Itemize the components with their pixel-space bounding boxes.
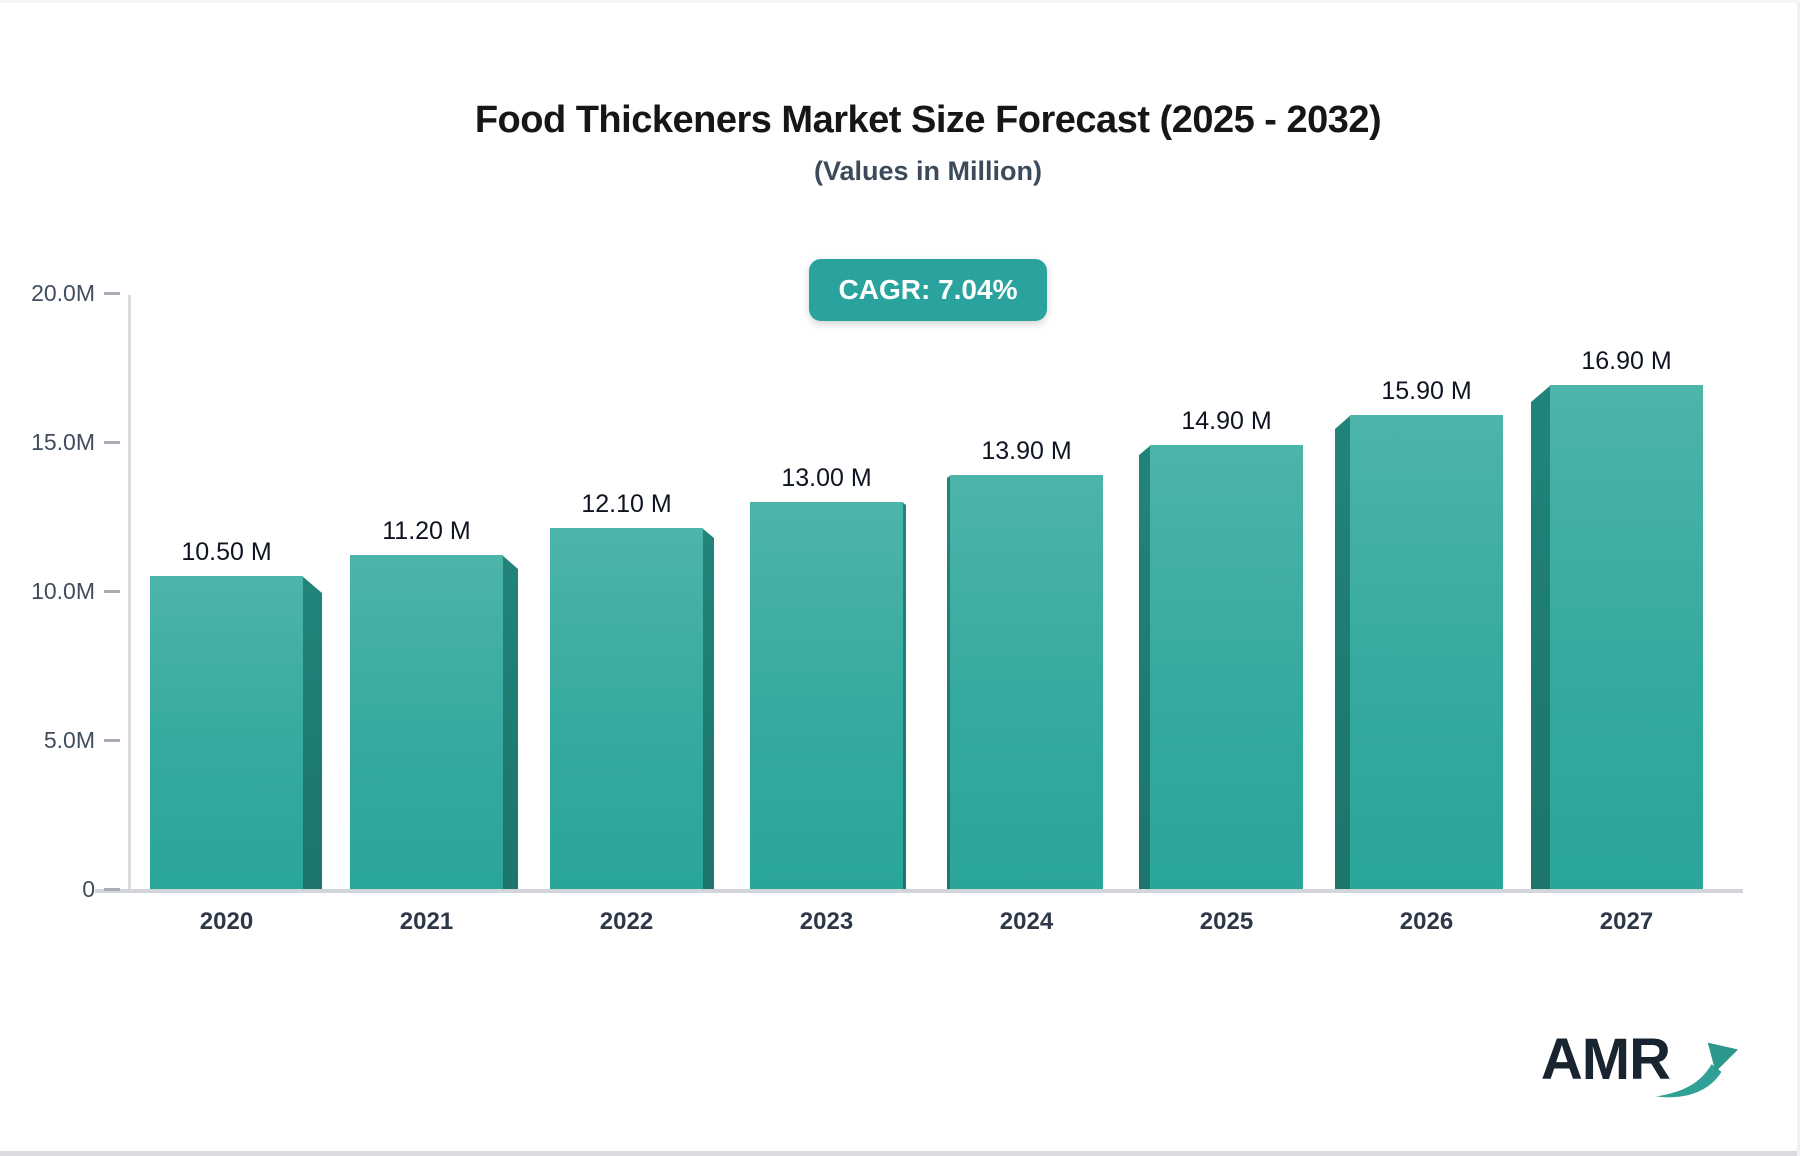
chart-header: Food Thickeners Market Size Forecast (20… [56, 99, 1800, 187]
y-axis-label: 5.0M [43, 727, 95, 753]
bar-value-label: 14.90 M [1181, 407, 1272, 435]
x-axis-label: 2022 [599, 908, 654, 935]
bar [550, 528, 703, 889]
y-axis-line [128, 295, 131, 891]
bar-3d-side [302, 576, 322, 889]
y-axis-tick [104, 888, 120, 891]
bar [750, 502, 903, 889]
bar-3d-side [1531, 385, 1551, 889]
y-axis-tick [104, 292, 120, 295]
bar-3d-side [947, 475, 951, 889]
bar-value-label: 16.90 M [1581, 347, 1672, 375]
amr-logo-text: AMR [1540, 1027, 1671, 1092]
bar-value-label: 11.20 M [382, 517, 471, 545]
x-axis-label: 2024 [999, 908, 1054, 935]
bar-value-label: 15.90 M [1381, 377, 1472, 405]
bar-3d-side [1139, 445, 1151, 889]
bar-value-label: 10.50 M [181, 538, 272, 566]
bar-value-label: 13.00 M [781, 464, 872, 492]
x-axis-baseline [95, 889, 1743, 893]
cagr-badge: CAGR: 7.04% [808, 259, 1048, 321]
bar [950, 475, 1103, 889]
x-axis-label: 2026 [1399, 908, 1454, 935]
y-axis-label: 10.0M [31, 578, 95, 604]
bar-chart: 20.0M 15.0M 10.0M 5.0M 0 10.50 M 2020 11.20 M 20… [0, 3, 1800, 1156]
bar-value-label: 12.10 M [581, 490, 672, 518]
x-axis-label: 2021 [399, 908, 454, 935]
y-axis-tick [104, 590, 120, 593]
growth-arrow-icon [1655, 1042, 1739, 1098]
amr-logo: AMR [1541, 1031, 1740, 1101]
y-axis-label: 20.0M [31, 280, 95, 306]
bar [350, 555, 503, 889]
chart-subtitle: (Values in Million) [813, 156, 1043, 186]
chart-title: Food Thickeners Market Size Forecast (20… [474, 99, 1382, 141]
bar-3d-side [502, 555, 518, 889]
x-axis-label: 2020 [199, 908, 254, 935]
x-axis-label: 2023 [799, 908, 854, 935]
page-edge-right [1797, 3, 1800, 1156]
y-axis-tick [104, 441, 120, 444]
page-edge-bottom [0, 1151, 1800, 1156]
x-axis-label: 2027 [1599, 908, 1654, 935]
x-axis-label: 2025 [1199, 908, 1254, 935]
y-axis-tick [104, 739, 120, 742]
bar [1350, 415, 1503, 889]
bar [1550, 385, 1703, 889]
bar-3d-side [1335, 415, 1351, 889]
bar [150, 576, 303, 889]
bar-value-label: 13.90 M [981, 437, 1072, 465]
y-axis-label: 15.0M [31, 429, 95, 455]
cagr-badge-row: CAGR: 7.04% [56, 259, 1800, 321]
bar [1150, 445, 1303, 889]
y-axis-label: 0 [82, 876, 95, 902]
bar-3d-side [902, 502, 906, 889]
bar-3d-side [702, 528, 714, 889]
